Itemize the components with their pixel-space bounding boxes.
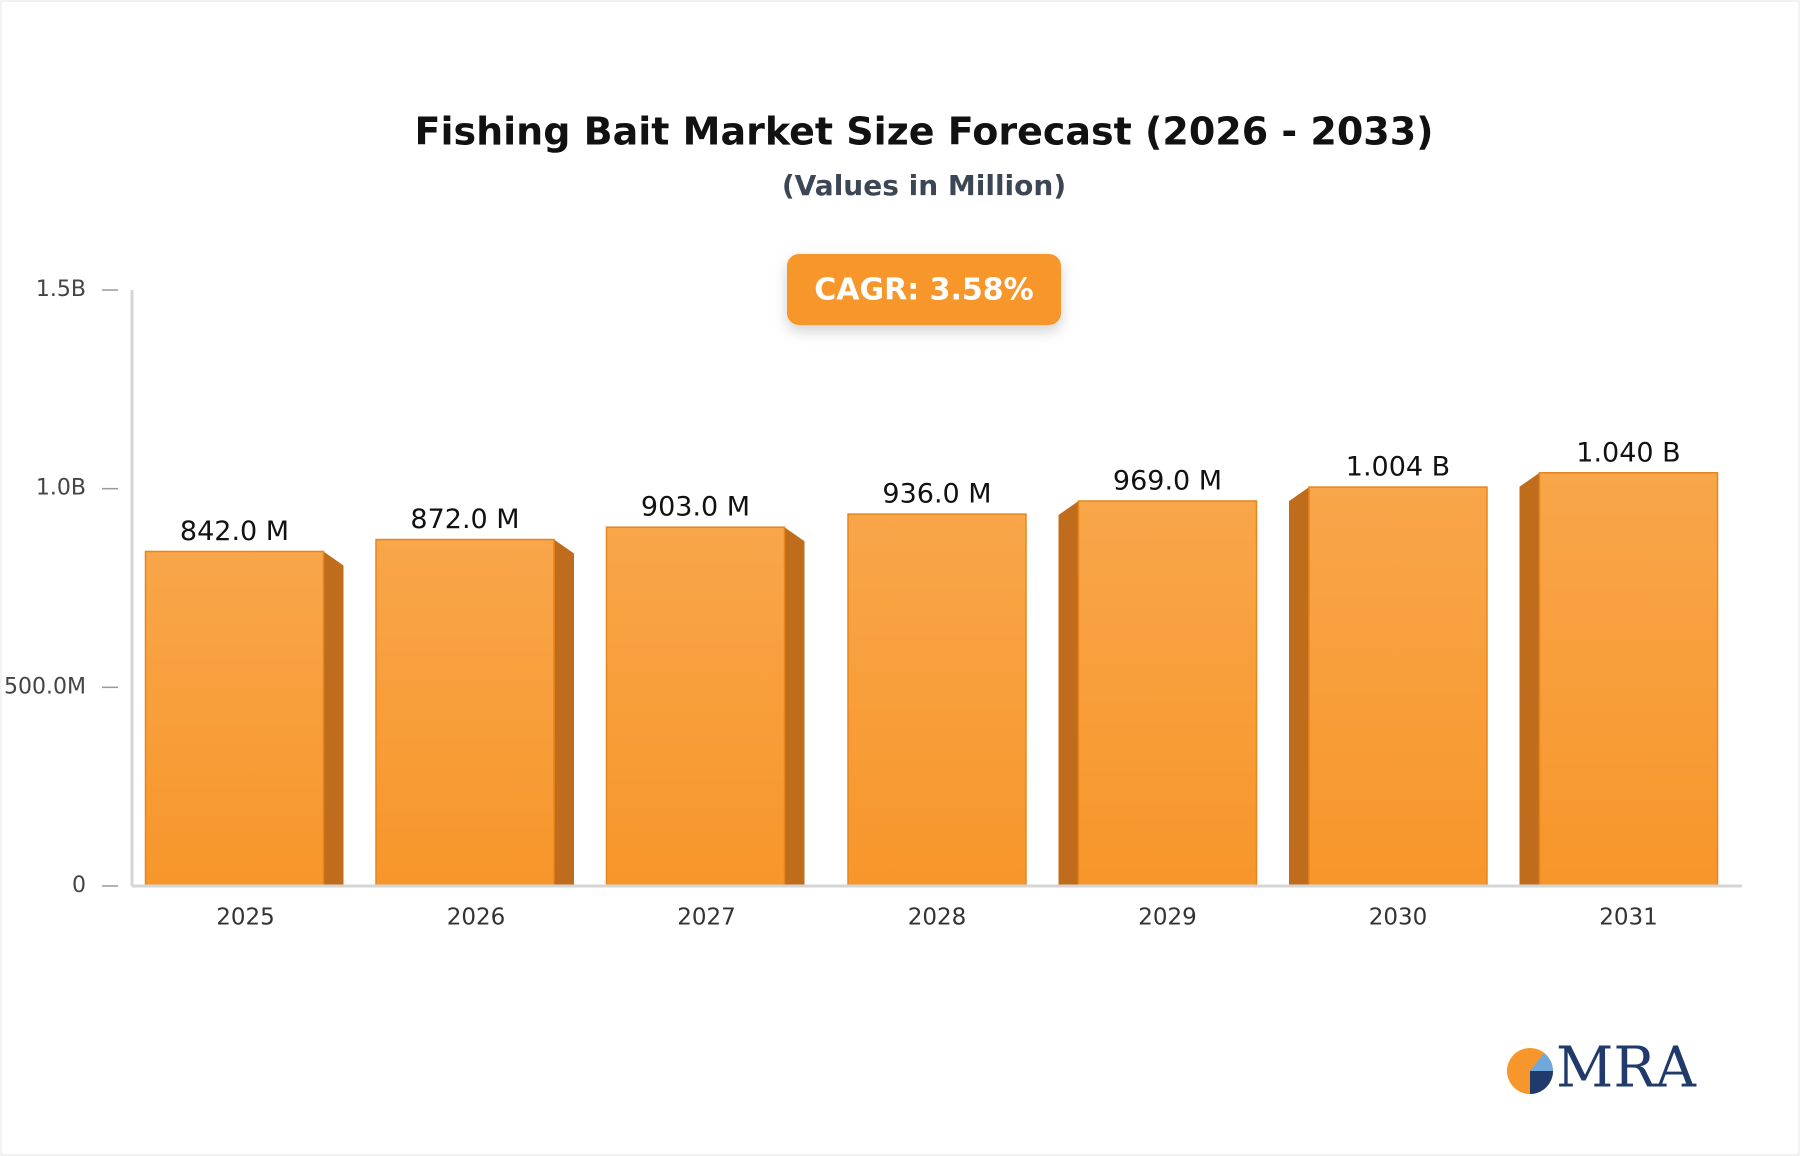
value-label: 842.0 M bbox=[180, 516, 289, 547]
x-tick-label: 2030 bbox=[1369, 905, 1428, 931]
bar-side bbox=[784, 527, 805, 886]
x-tick-label: 2028 bbox=[908, 905, 967, 931]
bar-side bbox=[1058, 500, 1079, 886]
bar bbox=[605, 526, 786, 887]
bar bbox=[847, 513, 1027, 887]
y-tick-label: 0 bbox=[72, 873, 86, 898]
x-tick-label: 2026 bbox=[447, 905, 506, 931]
bar-side bbox=[1289, 487, 1309, 886]
bar-side bbox=[323, 551, 344, 886]
x-tick-label: 2025 bbox=[216, 905, 275, 931]
bar bbox=[1077, 500, 1258, 887]
bar bbox=[1538, 472, 1719, 887]
value-label: 872.0 M bbox=[410, 504, 519, 535]
x-tick-label: 2029 bbox=[1138, 905, 1197, 931]
value-label: 1.004 B bbox=[1346, 452, 1450, 483]
bar bbox=[1308, 486, 1488, 887]
bar-side bbox=[554, 539, 574, 886]
y-tick-label: 1.5B bbox=[36, 277, 86, 302]
bar bbox=[144, 550, 325, 887]
cagr-text: CAGR: 3.58% bbox=[814, 273, 1033, 308]
chart-title: Fishing Bait Market Size Forecast (2026 … bbox=[414, 110, 1433, 154]
value-label: 1.040 B bbox=[1576, 437, 1680, 468]
logo: MRA bbox=[1507, 1036, 1697, 1101]
logo-text: MRA bbox=[1556, 1036, 1697, 1101]
bar-side bbox=[1519, 472, 1540, 886]
y-tick-label: 1.0B bbox=[36, 476, 86, 501]
x-tick-label: 2027 bbox=[677, 905, 736, 931]
logo-icon-part bbox=[1530, 1053, 1553, 1071]
x-tick-label: 2031 bbox=[1599, 905, 1658, 931]
value-label: 969.0 M bbox=[1113, 465, 1222, 496]
bar bbox=[375, 538, 555, 887]
logo-icon-part bbox=[1530, 1071, 1553, 1094]
chart-subtitle: (Values in Million) bbox=[782, 169, 1066, 202]
y-tick-label: 500.0M bbox=[4, 674, 86, 699]
cagr-badge bbox=[787, 254, 1061, 325]
value-label: 936.0 M bbox=[882, 479, 991, 510]
value-label: 903.0 M bbox=[641, 492, 750, 523]
